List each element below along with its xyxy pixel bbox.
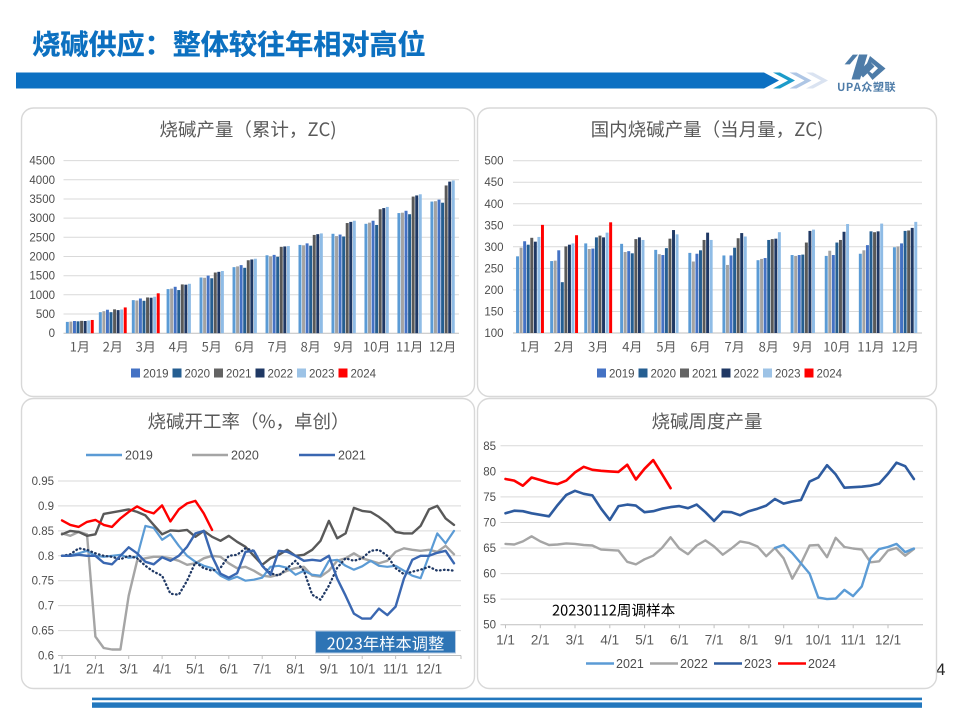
svg-text:0.9: 0.9 <box>38 501 54 513</box>
svg-text:1500: 1500 <box>29 271 55 283</box>
svg-text:3500: 3500 <box>29 194 55 206</box>
svg-text:2023: 2023 <box>775 369 801 381</box>
svg-text:7/1: 7/1 <box>705 633 724 648</box>
svg-text:500: 500 <box>36 309 55 321</box>
svg-text:2024: 2024 <box>808 657 836 671</box>
svg-text:2000: 2000 <box>29 251 55 263</box>
svg-text:2024: 2024 <box>817 369 843 381</box>
svg-text:2020: 2020 <box>231 449 259 463</box>
svg-text:400: 400 <box>484 199 503 211</box>
svg-text:450: 450 <box>484 177 503 189</box>
svg-text:1000: 1000 <box>29 290 55 302</box>
svg-text:1/1: 1/1 <box>53 662 72 677</box>
svg-text:2023: 2023 <box>744 657 772 671</box>
svg-text:2021: 2021 <box>616 657 644 671</box>
svg-text:2022: 2022 <box>268 369 294 381</box>
svg-text:0.75: 0.75 <box>32 576 54 588</box>
svg-text:0: 0 <box>49 328 55 340</box>
svg-text:0.8: 0.8 <box>38 551 54 563</box>
svg-text:6/1: 6/1 <box>219 662 238 677</box>
svg-text:2020: 2020 <box>651 369 677 381</box>
svg-text:7/1: 7/1 <box>253 662 272 677</box>
svg-text:8/1: 8/1 <box>286 662 305 677</box>
svg-text:200: 200 <box>484 285 503 297</box>
svg-text:6/1: 6/1 <box>670 633 689 648</box>
svg-text:4/1: 4/1 <box>153 662 172 677</box>
svg-text:2021: 2021 <box>338 449 366 463</box>
svg-text:75: 75 <box>483 492 496 504</box>
svg-text:250: 250 <box>484 263 503 275</box>
svg-text:2021: 2021 <box>692 369 718 381</box>
svg-text:4: 4 <box>936 660 945 679</box>
svg-text:2020: 2020 <box>185 369 211 381</box>
svg-text:0.65: 0.65 <box>32 626 54 638</box>
svg-text:2019: 2019 <box>125 449 153 463</box>
svg-text:300: 300 <box>484 242 503 254</box>
svg-text:60: 60 <box>483 569 496 581</box>
svg-text:2023: 2023 <box>309 369 335 381</box>
svg-text:3/1: 3/1 <box>566 633 585 648</box>
svg-text:2/1: 2/1 <box>86 662 105 677</box>
svg-text:11/1: 11/1 <box>383 662 408 677</box>
svg-text:4500: 4500 <box>29 156 55 168</box>
svg-text:9/1: 9/1 <box>319 662 338 677</box>
svg-text:9/1: 9/1 <box>774 633 793 648</box>
svg-text:0.95: 0.95 <box>32 476 54 488</box>
svg-text:2021: 2021 <box>226 369 252 381</box>
svg-text:5/1: 5/1 <box>635 633 654 648</box>
svg-text:55: 55 <box>483 594 496 606</box>
svg-text:2/1: 2/1 <box>531 633 550 648</box>
svg-text:0.7: 0.7 <box>38 601 54 613</box>
svg-text:2500: 2500 <box>29 232 55 244</box>
svg-text:10/1: 10/1 <box>805 633 831 648</box>
svg-text:4/1: 4/1 <box>600 633 619 648</box>
svg-text:4000: 4000 <box>29 175 55 187</box>
svg-text:65: 65 <box>483 543 496 555</box>
svg-text:11/1: 11/1 <box>841 633 866 648</box>
svg-text:150: 150 <box>484 306 503 318</box>
svg-text:500: 500 <box>484 156 503 168</box>
svg-text:85: 85 <box>483 441 496 453</box>
svg-text:5/1: 5/1 <box>186 662 205 677</box>
svg-text:2024: 2024 <box>351 369 377 381</box>
svg-text:350: 350 <box>484 220 503 232</box>
svg-text:8/1: 8/1 <box>739 633 758 648</box>
svg-text:0.6: 0.6 <box>38 651 54 663</box>
svg-text:0.85: 0.85 <box>32 526 54 538</box>
svg-text:1/1: 1/1 <box>496 633 515 648</box>
svg-text:50: 50 <box>483 620 496 632</box>
svg-text:2019: 2019 <box>143 369 169 381</box>
svg-text:2022: 2022 <box>680 657 708 671</box>
svg-text:12/1: 12/1 <box>416 662 442 677</box>
svg-text:3000: 3000 <box>29 213 55 225</box>
svg-text:12/1: 12/1 <box>875 633 901 648</box>
svg-text:2022: 2022 <box>734 369 760 381</box>
svg-text:100: 100 <box>484 328 503 340</box>
svg-text:80: 80 <box>483 466 496 478</box>
svg-text:3/1: 3/1 <box>119 662 138 677</box>
svg-text:10/1: 10/1 <box>349 662 375 677</box>
svg-text:2019: 2019 <box>609 369 635 381</box>
svg-text:70: 70 <box>483 517 496 529</box>
